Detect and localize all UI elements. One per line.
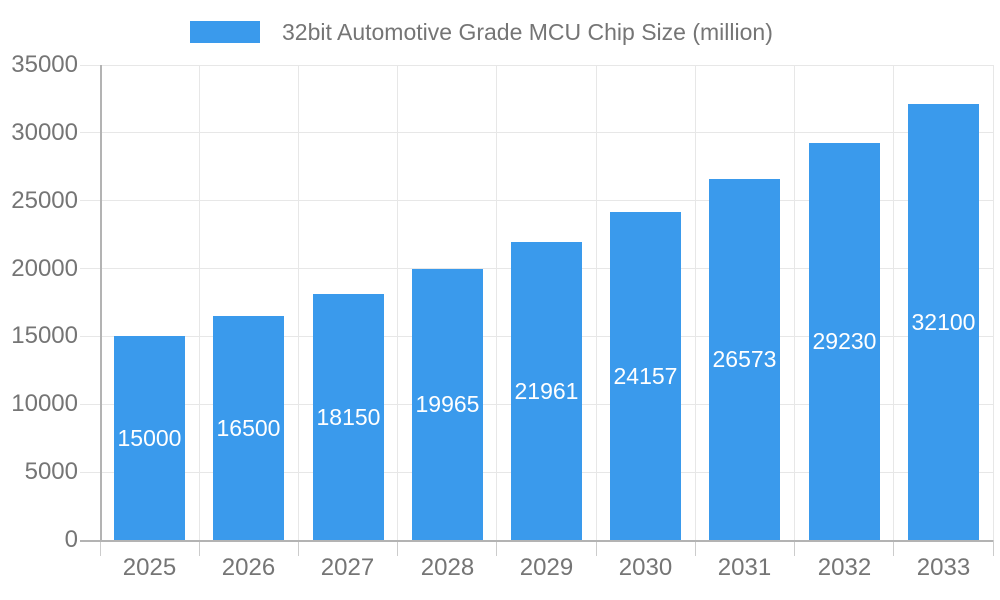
y-axis-tick-label: 0 (64, 526, 78, 553)
x-axis-tick-mark (794, 540, 796, 556)
bar-2030: 24157 (610, 212, 681, 540)
x-axis-tick-label: 2031 (717, 554, 772, 581)
x-axis-tick-mark (198, 540, 200, 556)
bar-2032: 29230 (809, 143, 880, 540)
x-axis-tick-label: 2026 (221, 554, 276, 581)
legend-swatch (190, 21, 260, 43)
x-axis-tick-label: 2025 (122, 554, 177, 581)
y-gridline (80, 132, 993, 134)
x-gridline (694, 65, 696, 540)
y-gridline (80, 64, 993, 66)
x-axis-tick-label: 2030 (618, 554, 673, 581)
x-gridline (992, 65, 994, 540)
bar-2031: 26573 (709, 179, 780, 540)
bar-2029: 21961 (511, 242, 582, 540)
x-gridline (397, 65, 399, 540)
bar-value-label: 26573 (712, 346, 777, 372)
x-gridline (297, 65, 299, 540)
x-gridline (496, 65, 498, 540)
y-axis-tick-label: 25000 (11, 186, 78, 214)
bar-2025: 15000 (114, 336, 185, 540)
x-axis-tick-label: 2028 (420, 554, 475, 581)
x-axis-tick-label: 2027 (320, 554, 375, 581)
x-axis-line (80, 540, 993, 542)
bar-value-label: 15000 (117, 424, 182, 451)
x-axis-tick-mark (99, 540, 101, 556)
x-axis-tick-label: 2029 (519, 554, 574, 581)
bar-value-label: 16500 (216, 414, 281, 441)
bar-2027: 18150 (313, 294, 384, 540)
bar-value-label: 24157 (613, 362, 678, 389)
x-axis-tick-mark (397, 540, 399, 556)
bar-value-label: 21961 (514, 377, 579, 404)
x-gridline (794, 65, 796, 540)
bar-value-label: 29230 (812, 328, 877, 354)
bar-value-label: 18150 (316, 403, 381, 430)
y-gridline (80, 200, 993, 202)
x-axis-tick-mark (694, 540, 696, 556)
y-axis-tick-label: 35000 (11, 51, 78, 78)
y-axis-tick-label: 10000 (11, 390, 78, 418)
x-gridline (198, 65, 200, 540)
bar-value-label: 32100 (911, 308, 976, 335)
x-gridline (893, 65, 895, 540)
bar-2028: 19965 (412, 269, 483, 540)
y-axis-line (100, 65, 102, 541)
bar-2026: 16500 (213, 316, 284, 540)
x-axis-tick-mark (595, 540, 597, 556)
x-axis-tick-label: 2032 (817, 554, 872, 581)
y-axis-tick-label: 15000 (11, 322, 78, 350)
x-axis-tick-mark (496, 540, 498, 556)
bar-2033: 32100 (908, 104, 979, 540)
y-axis-tick-label: 20000 (11, 254, 78, 282)
x-gridline (595, 65, 597, 540)
y-axis-tick-label: 30000 (11, 118, 78, 146)
y-axis-tick-label: 5000 (24, 458, 78, 486)
bar-value-label: 19965 (415, 391, 480, 417)
x-axis-tick-label: 2033 (916, 554, 971, 581)
legend: 32bit Automotive Grade MCU Chip Size (mi… (0, 0, 1000, 60)
legend-label: 32bit Automotive Grade MCU Chip Size (mi… (282, 19, 773, 45)
x-axis-tick-mark (893, 540, 895, 556)
x-axis-tick-mark (992, 540, 994, 556)
x-axis-tick-mark (297, 540, 299, 556)
